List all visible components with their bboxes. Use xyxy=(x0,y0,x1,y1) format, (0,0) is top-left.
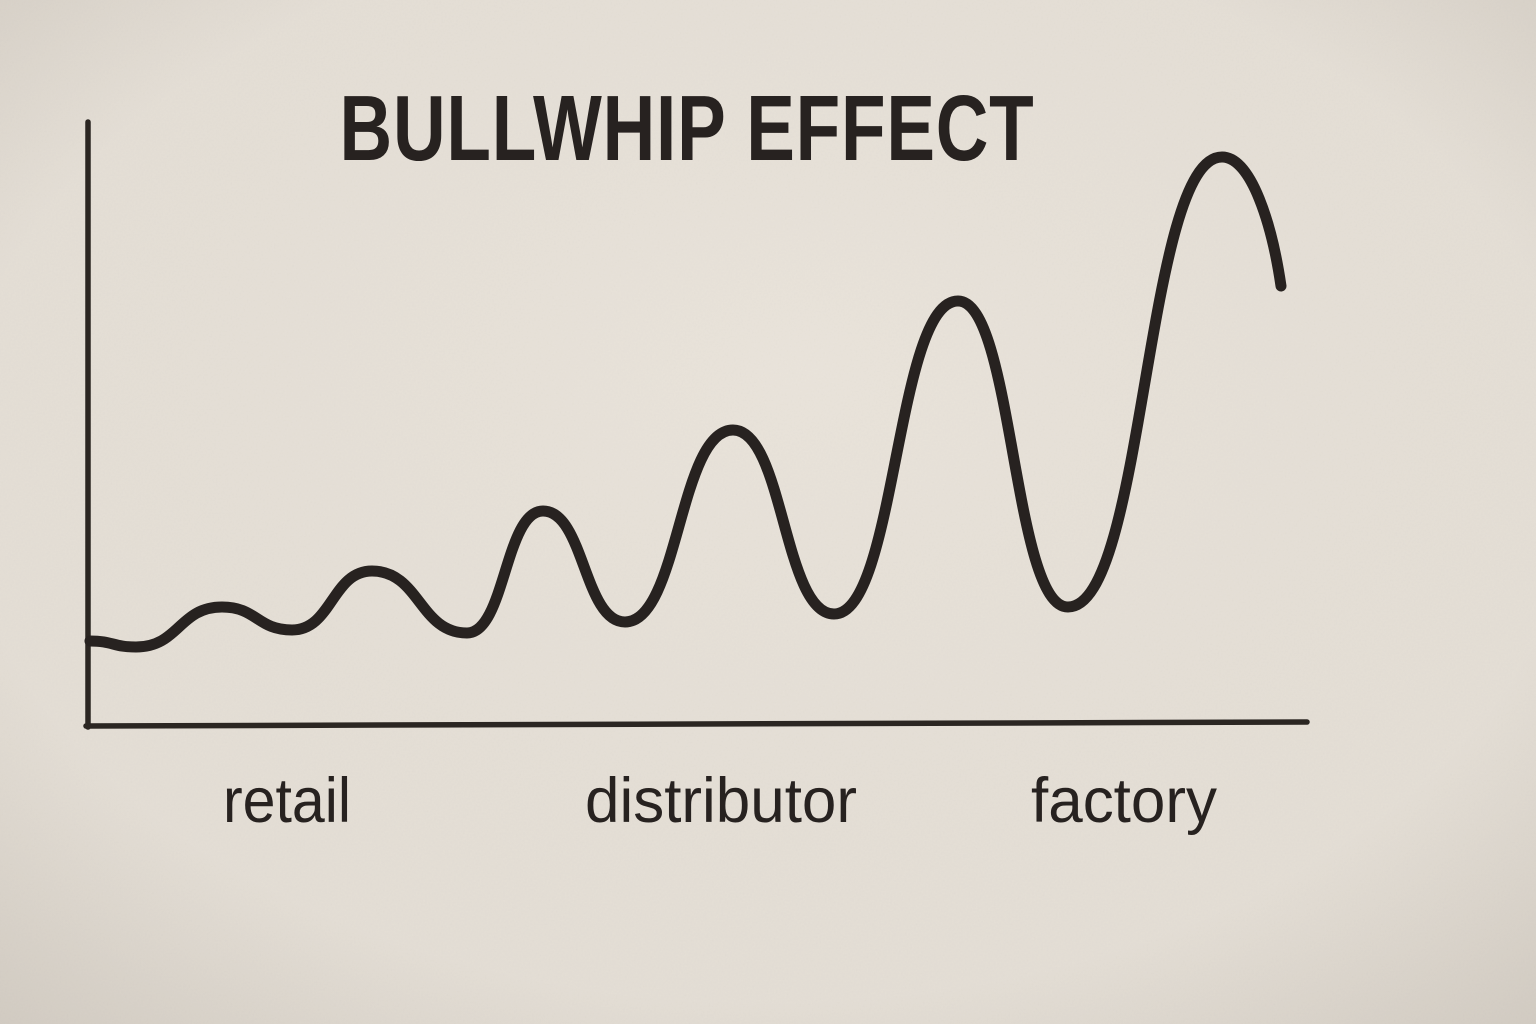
x-axis-label-retail: retail xyxy=(223,766,351,836)
x-axis-label-distributor: distributor xyxy=(585,766,857,836)
chart-title: BULLWHIP EFFECT xyxy=(340,76,1035,180)
x-axis-label-factory: factory xyxy=(1031,766,1217,836)
x-axis xyxy=(83,719,1310,729)
demand-oscillation-curve xyxy=(84,151,1287,653)
